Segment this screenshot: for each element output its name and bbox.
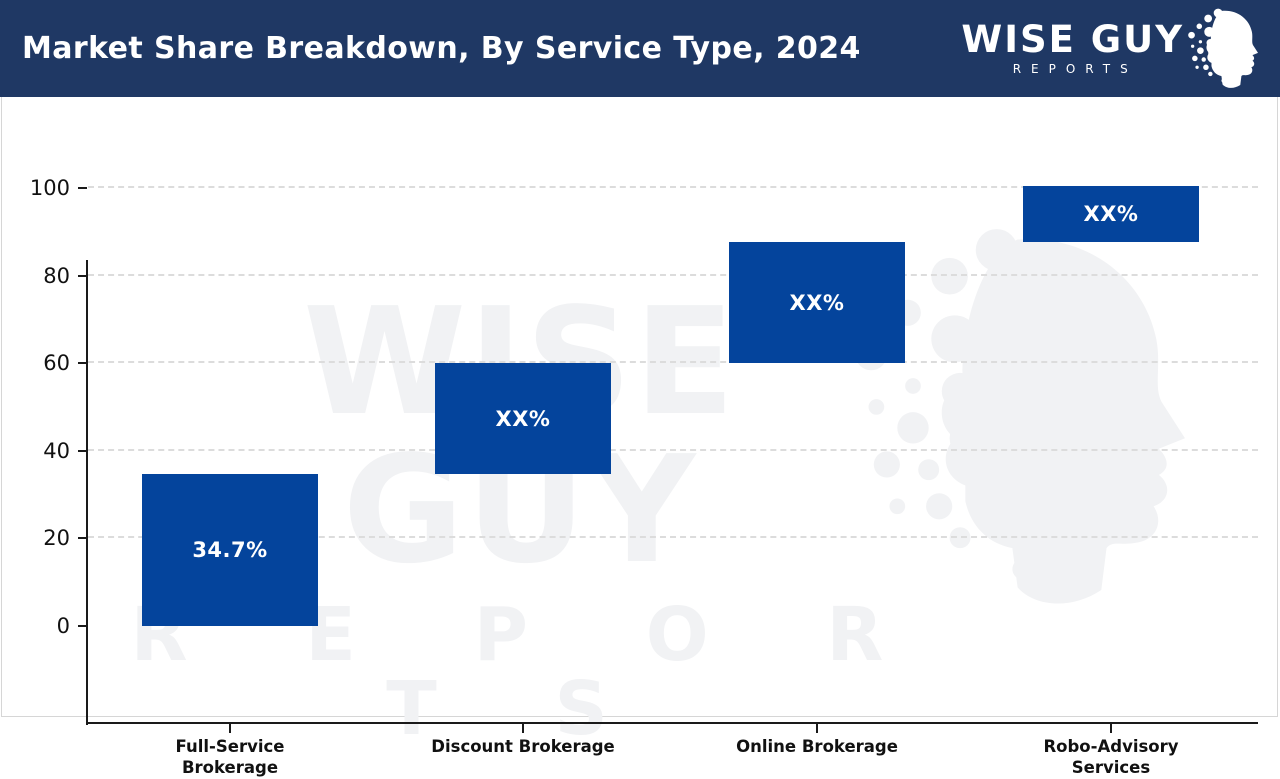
x-category-label: Discount Brokerage [431,737,615,756]
gridline [88,536,1258,539]
y-tick-label: 60 [43,351,70,376]
x-tick-mark [229,724,231,733]
x-tick-mark [816,724,818,733]
y-axis-line [86,260,88,725]
bar-value-label: XX% [789,290,845,315]
bar: XX% [435,363,611,474]
y-tick-mark [78,362,87,365]
logo: WISE GUY REPORTS [961,7,1258,91]
y-tick-mark [78,625,87,627]
bar-value-label: XX% [495,406,551,431]
gridline [88,273,1258,276]
x-category-label: Online Brokerage [736,737,898,756]
gridline [88,186,1258,188]
bar-value-label: 34.7% [192,537,268,562]
y-tick-label: 100 [29,176,70,200]
x-category-label: Full-Service Brokerage [175,737,285,778]
y-tick-mark [78,537,87,540]
logo-head-icon [1188,8,1258,88]
y-tick-label: 20 [43,526,70,551]
x-axis-line [86,722,1258,724]
y-tick-mark [78,187,87,189]
bar: 34.7% [142,474,318,626]
y-tick-mark [78,449,87,452]
gridline [88,361,1258,364]
x-tick-mark [1110,724,1112,733]
bar: XX% [729,241,905,364]
logo-name: WISE GUY [961,18,1184,61]
logo-wordmark: WISE GUY REPORTS [961,21,1184,76]
y-tick-label: 80 [43,263,70,288]
page-title: Market Share Breakdown, By Service Type,… [22,31,861,66]
header-banner: Market Share Breakdown, By Service Type,… [0,0,1280,97]
content-frame [1,97,1278,717]
logo-subtitle: REPORTS [1012,62,1138,76]
x-tick-mark [522,724,524,733]
bar: XX% [1023,186,1199,242]
y-tick-label: 0 [56,614,70,638]
y-tick-mark [78,274,87,277]
y-tick-label: 40 [43,438,70,463]
bar-value-label: XX% [1083,202,1139,227]
x-category-label: Robo-Advisory Services [1043,737,1179,778]
gridline [88,448,1258,451]
watermark-head-icon [855,229,1185,604]
